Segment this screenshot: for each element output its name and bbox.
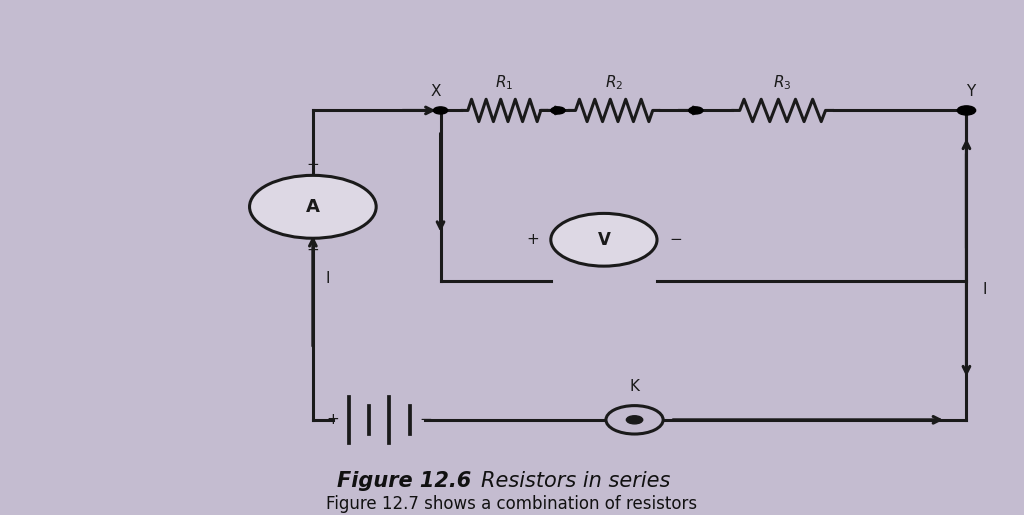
Text: $R_1$: $R_1$ <box>496 73 513 92</box>
Text: I: I <box>326 271 331 286</box>
Text: X: X <box>430 83 440 99</box>
Circle shape <box>957 106 976 115</box>
Text: K: K <box>630 380 640 394</box>
Circle shape <box>689 107 702 114</box>
Circle shape <box>627 416 643 424</box>
Text: V: V <box>597 231 610 249</box>
Text: Resistors in series: Resistors in series <box>481 471 671 491</box>
Text: −: − <box>420 413 432 427</box>
Text: I: I <box>983 282 987 297</box>
Text: +: + <box>306 244 319 259</box>
Text: Y: Y <box>966 83 975 99</box>
Circle shape <box>551 107 565 114</box>
Text: $R_3$: $R_3$ <box>773 73 792 92</box>
Text: Figure 12.6: Figure 12.6 <box>337 471 471 491</box>
Text: +: + <box>326 413 339 427</box>
Circle shape <box>433 107 447 114</box>
Circle shape <box>250 175 376 238</box>
Text: Figure 12.7 shows a combination of resistors: Figure 12.7 shows a combination of resis… <box>327 494 697 512</box>
Text: −: − <box>306 157 319 171</box>
Text: −: − <box>669 232 682 247</box>
Circle shape <box>606 406 664 434</box>
Text: A: A <box>306 198 319 216</box>
Text: $R_2$: $R_2$ <box>605 73 624 92</box>
Text: +: + <box>526 232 539 247</box>
Circle shape <box>551 213 657 266</box>
